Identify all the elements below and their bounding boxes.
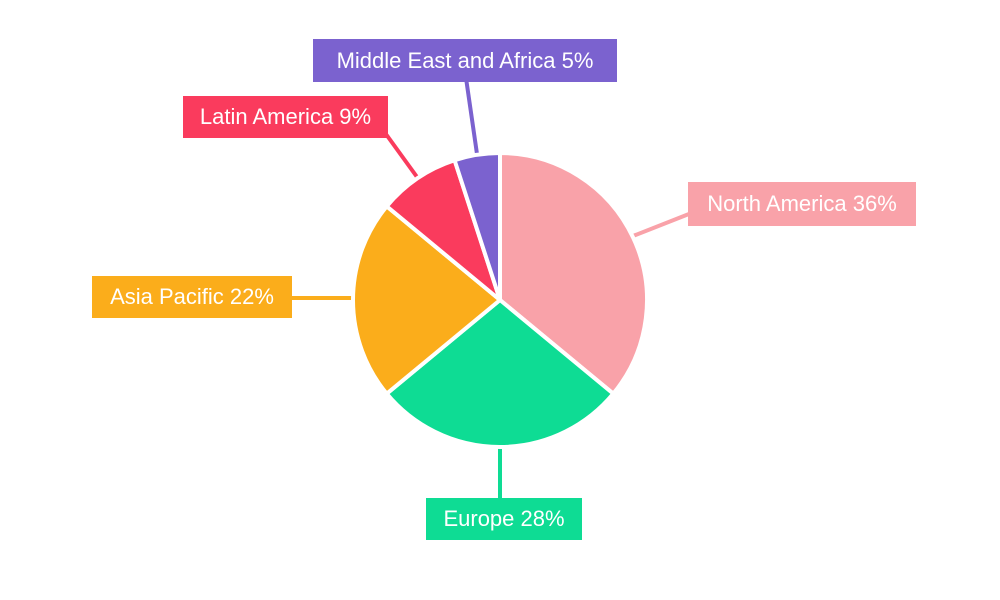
slice-label-latin-america: Latin America 9% bbox=[183, 96, 388, 138]
pie-slice-europe[interactable] bbox=[384, 298, 616, 450]
leader-line-latin-america bbox=[381, 128, 419, 179]
slice-label-asia-pacific: Asia Pacific 22% bbox=[92, 276, 292, 318]
slice-label-europe: Europe 28% bbox=[426, 498, 582, 540]
pie-slice-asia-pacific[interactable] bbox=[351, 204, 502, 396]
slice-label-middle-east-and-africa: Middle East and Africa 5% bbox=[313, 39, 617, 82]
leader-line-middle-east-and-africa bbox=[464, 77, 479, 155]
slice-label-north-america: North America 36% bbox=[688, 182, 916, 226]
leader-line-north-america bbox=[632, 210, 695, 238]
pie-slice-middle-east-and-africa[interactable] bbox=[452, 151, 502, 302]
pie-slice-north-america[interactable] bbox=[498, 151, 650, 396]
